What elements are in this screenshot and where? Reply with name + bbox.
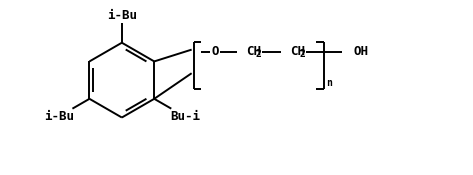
Text: CH: CH bbox=[246, 45, 261, 58]
Text: OH: OH bbox=[353, 45, 368, 58]
Text: 2: 2 bbox=[255, 48, 262, 59]
Text: i-Bu: i-Bu bbox=[44, 110, 74, 123]
Text: Bu-i: Bu-i bbox=[170, 110, 200, 123]
Text: CH: CH bbox=[290, 45, 305, 58]
Text: O: O bbox=[211, 45, 219, 58]
Text: n: n bbox=[326, 78, 333, 88]
Text: 2: 2 bbox=[300, 48, 306, 59]
Text: i-Bu: i-Bu bbox=[107, 9, 137, 22]
